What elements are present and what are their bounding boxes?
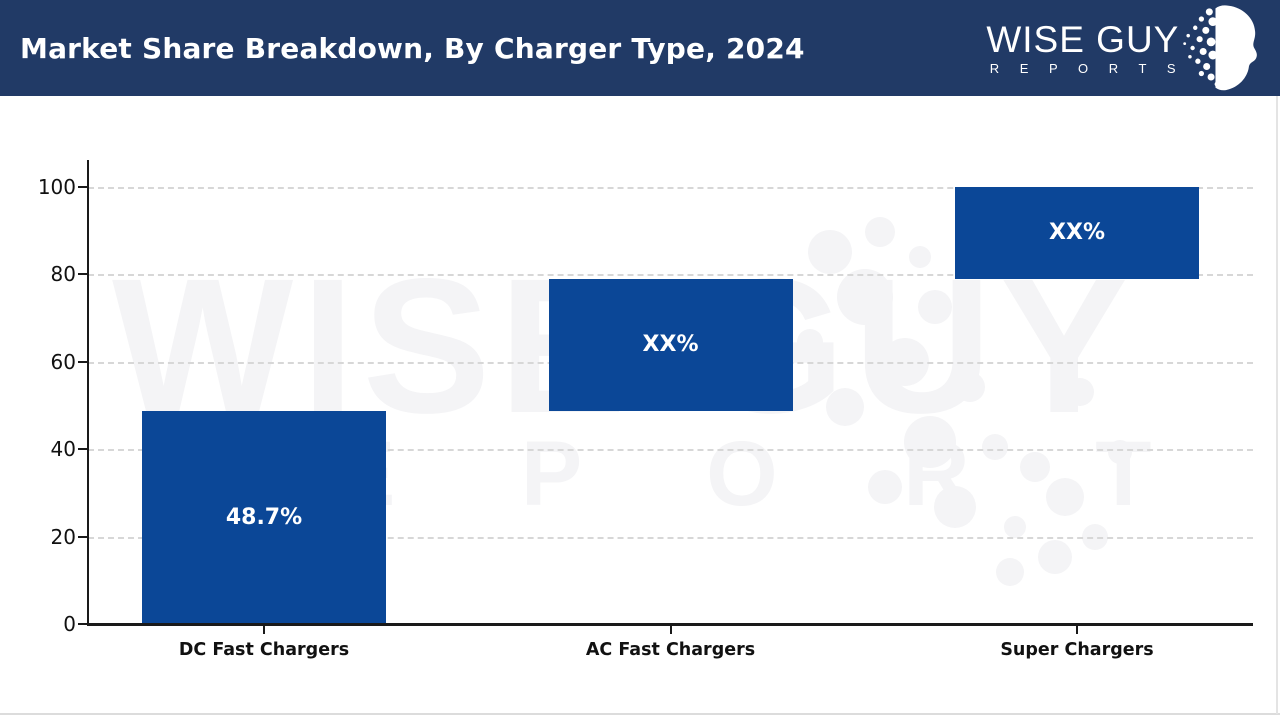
bar-value-label: XX% — [642, 331, 699, 357]
y-tick-label: 20 — [50, 524, 76, 549]
bar-dc-fast-chargers — [142, 411, 386, 624]
x-category-label: Super Chargers — [1000, 640, 1154, 660]
logo-reports-text: R E P O R T S — [989, 60, 1184, 76]
y-tick-label: 0 — [63, 612, 76, 636]
wise-guy-logo: WISE GUY R E P O R T S — [982, 4, 1262, 92]
header: Market Share Breakdown, By Charger Type,… — [0, 0, 1280, 96]
right-border-line — [1276, 96, 1278, 714]
bar-value-label: 48.7% — [225, 504, 303, 530]
x-tick-mark — [1076, 625, 1078, 634]
y-tick-mark — [78, 448, 88, 451]
bar-value-label: XX% — [1049, 219, 1105, 245]
watermark-head-dots — [797, 217, 1132, 586]
gridline-40 — [88, 449, 1253, 452]
wise-guy-head-icon — [1183, 5, 1257, 91]
y-tick-label: 80 — [50, 262, 76, 287]
gridline-80 — [88, 274, 1253, 277]
y-tick-label: 60 — [50, 349, 76, 374]
y-tick-label: 40 — [50, 437, 76, 462]
gridline-20 — [88, 536, 1253, 539]
y-tick-label: 100 — [37, 175, 76, 199]
x-category-label: AC Fast Chargers — [585, 640, 756, 660]
y-tick-mark — [78, 186, 88, 188]
x-category-label: DC Fast Chargers — [178, 640, 350, 660]
logo-wiseguy-text: WISE GUY — [986, 18, 1180, 60]
y-axis-spine — [87, 160, 89, 625]
gridline-100 — [88, 187, 1253, 189]
bar-ac-fast-chargers — [548, 278, 793, 412]
x-tick-mark — [263, 625, 265, 634]
bottom-border-line — [0, 713, 1280, 715]
x-axis-spine — [87, 623, 1253, 626]
y-tick-mark — [78, 360, 88, 363]
logo-text: WISE GUY R E P O R T S — [982, 21, 1184, 76]
page-title: Market Share Breakdown, By Charger Type,… — [20, 31, 805, 65]
bar-super-chargers — [955, 187, 1199, 279]
x-tick-mark — [669, 625, 672, 634]
y-tick-mark — [78, 535, 88, 538]
y-tick-mark — [78, 273, 88, 276]
y-tick-mark — [78, 623, 88, 625]
